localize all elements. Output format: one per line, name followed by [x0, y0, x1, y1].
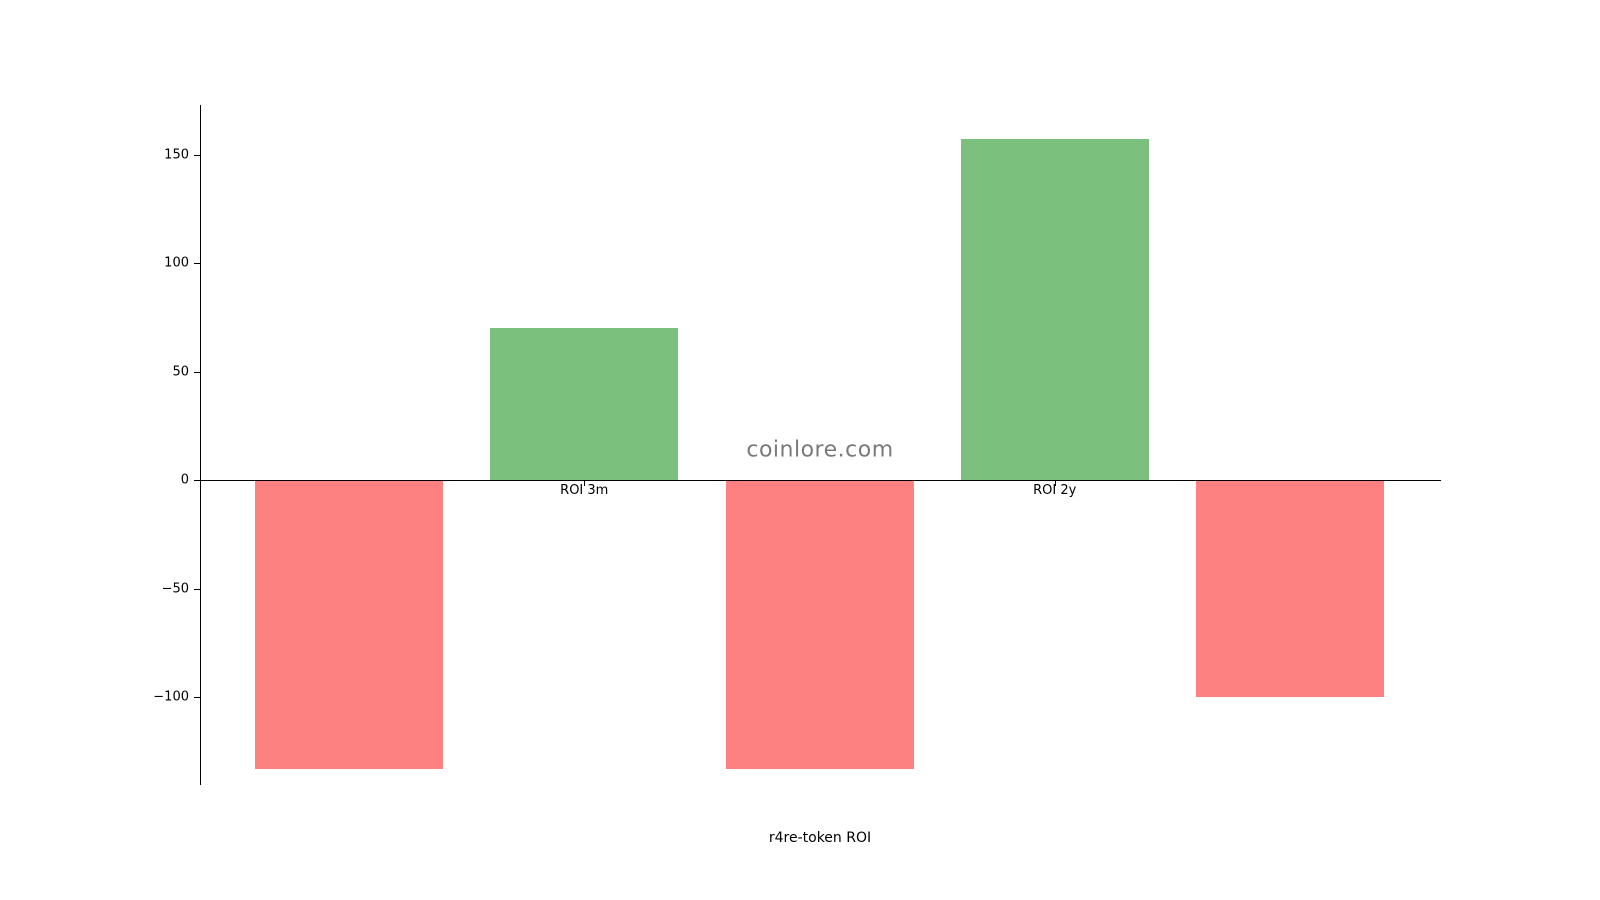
y-axis-line [200, 105, 201, 785]
y-tick-mark [194, 697, 201, 698]
y-tick-mark [194, 480, 201, 481]
x-tick-label: ROI 3m [560, 483, 609, 498]
y-tick-label: 100 [164, 255, 189, 271]
positive-roi-bar [960, 139, 1149, 480]
coinlore-watermark: coinlore.com [746, 437, 894, 463]
y-tick-mark [194, 371, 201, 373]
y-tick-label: −100 [153, 689, 189, 705]
x-axis-line [201, 480, 1441, 481]
x-tick-mark [1054, 481, 1056, 486]
negative-roi-bar [1196, 480, 1384, 697]
x-tick-mark [584, 481, 586, 486]
chart-title: r4re-token ROI [768, 830, 872, 846]
y-tick-label: 50 [172, 364, 189, 379]
y-tick-label: −50 [161, 581, 189, 596]
positive-roi-bar [490, 328, 679, 480]
y-tick-mark [194, 588, 201, 590]
x-tick-label: ROI 2y [1033, 483, 1077, 498]
y-tick-mark [194, 154, 201, 156]
y-tick-mark [194, 263, 201, 264]
y-tick-label: 150 [164, 147, 189, 162]
negative-roi-bar [255, 480, 443, 769]
y-tick-label: 0 [180, 472, 189, 488]
negative-roi-bar [725, 480, 914, 769]
